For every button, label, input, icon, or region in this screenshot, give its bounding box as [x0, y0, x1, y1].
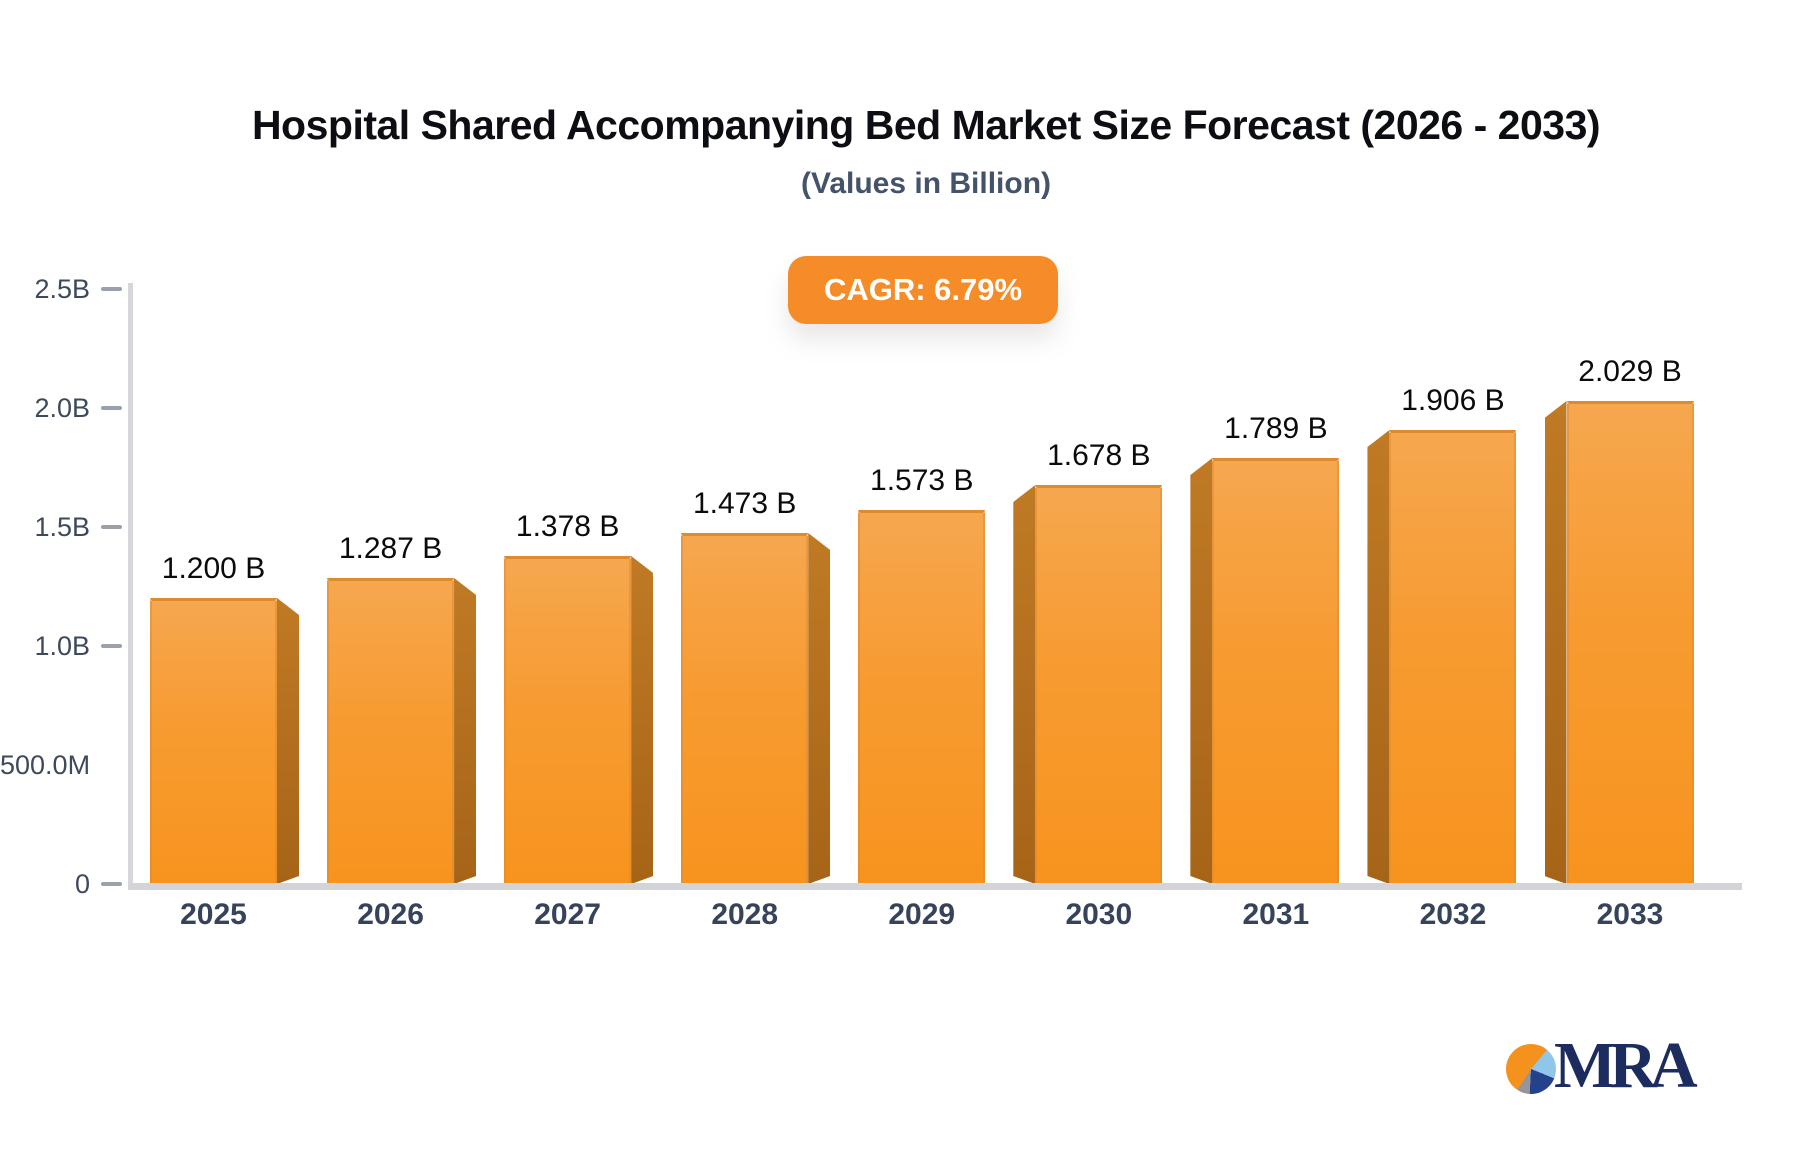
bar-value-label: 1.287 B [338, 532, 443, 565]
bar-2032 [1389, 430, 1517, 884]
bar-2033 [1566, 401, 1694, 884]
x-axis-label-2026: 2026 [357, 898, 424, 931]
bar-side-face-2028 [808, 533, 831, 884]
y-tick-label: 1.0B [34, 631, 90, 661]
page-title: Hospital Shared Accompanying Bed Market … [251, 102, 1601, 148]
x-axis-label-2025: 2025 [180, 898, 247, 931]
y-tick-label: 0 [74, 869, 90, 899]
y-tick-dash [101, 406, 122, 410]
y-tick-dash [101, 525, 122, 529]
x-axis-label-2032: 2032 [1419, 898, 1487, 931]
bar-side-face-2031 [1190, 458, 1213, 884]
bar-side-face-2026 [454, 578, 477, 884]
x-axis-label-2029: 2029 [888, 898, 956, 931]
bar-2029 [858, 510, 986, 884]
y-tick-dash [101, 882, 122, 886]
x-axis-label-2030: 2030 [1065, 898, 1133, 931]
mra-logo-text: MRA [1554, 1029, 1698, 1102]
bar-value-label: 1.473 B [692, 487, 797, 520]
y-tick-label: 2.5B [34, 274, 90, 304]
y-axis-line [128, 283, 133, 890]
bar-value-label: 1.378 B [515, 510, 620, 543]
x-axis-label-2027: 2027 [534, 898, 601, 931]
x-axis-label-2028: 2028 [711, 898, 779, 931]
bar-value-label: 1.200 B [161, 552, 266, 585]
y-tick-label: 500.0M [0, 750, 91, 780]
x-axis-label-2031: 2031 [1242, 898, 1310, 931]
bar-2025 [150, 598, 277, 884]
x-axis-label-2033: 2033 [1596, 898, 1664, 931]
bar-value-label: 2.029 B [1578, 355, 1682, 388]
bar-2030 [1035, 485, 1163, 884]
bar-value-label: 1.789 B [1224, 412, 1328, 445]
bar-side-face-2033 [1544, 401, 1567, 884]
bar-value-label: 1.678 B [1047, 439, 1151, 472]
x-axis-line [128, 883, 1742, 890]
bar-2028 [681, 533, 809, 884]
mra-logo-pie-icon [1506, 1044, 1556, 1094]
bar-side-face-2030 [1013, 485, 1036, 884]
bar-side-face-2027 [631, 556, 654, 884]
bar-2027 [504, 556, 632, 884]
bar-value-label: 1.573 B [870, 464, 974, 497]
page-subtitle: (Values in Billion) [800, 167, 1052, 200]
bar-side-face-2025 [277, 598, 299, 884]
y-tick-label: 1.5B [34, 512, 90, 542]
y-tick-dash [101, 644, 122, 648]
bar-2026 [327, 578, 455, 884]
cagr-badge-label: CAGR: 6.79% [823, 272, 1023, 307]
bar-2031 [1212, 458, 1340, 884]
bar-side-face-2032 [1367, 430, 1390, 884]
y-tick-dash [101, 287, 122, 291]
bar-value-label: 1.906 B [1401, 384, 1505, 417]
cagr-badge: CAGR: 6.79% [788, 256, 1058, 324]
y-tick-label: 2.0B [34, 393, 90, 423]
